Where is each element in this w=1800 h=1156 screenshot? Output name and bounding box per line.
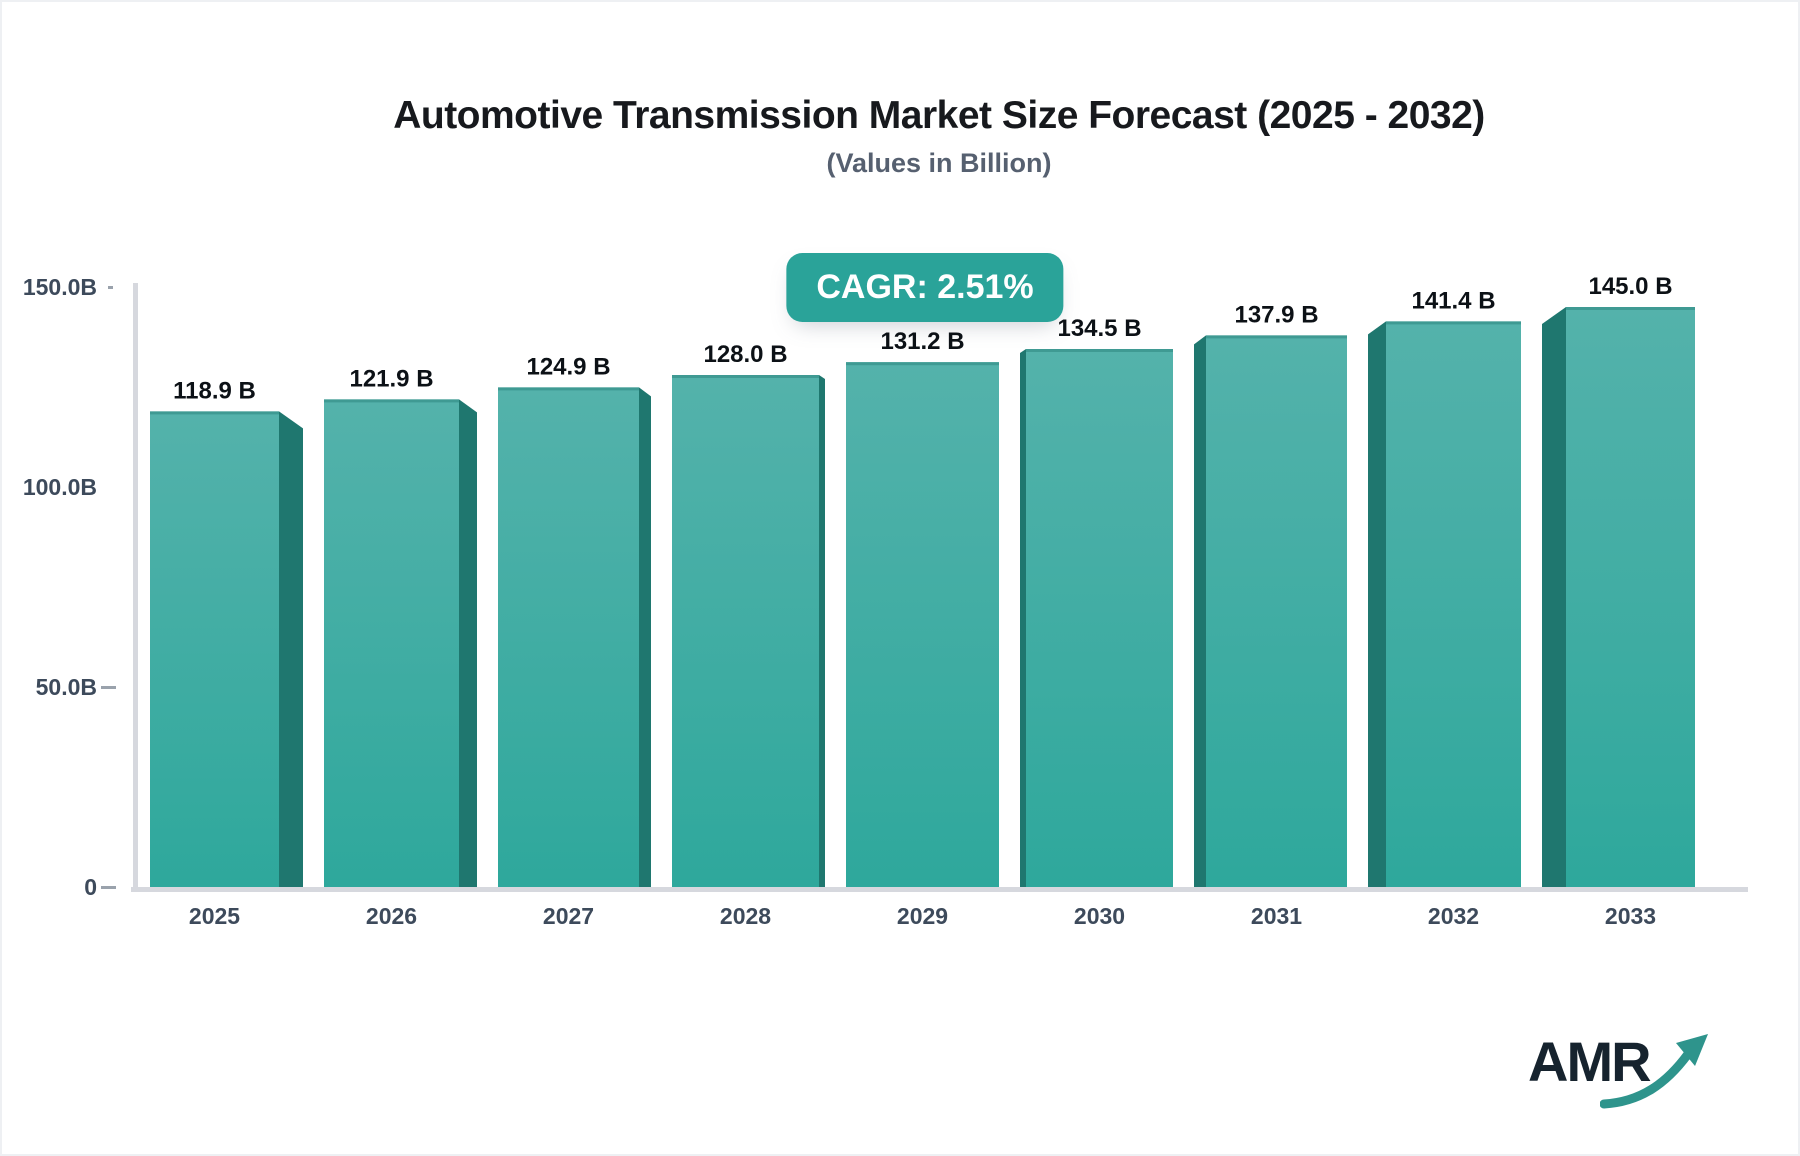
bar [672, 375, 819, 887]
y-tick-mark [108, 286, 113, 289]
bar-value-label: 145.0 B [1588, 273, 1672, 300]
bar-top-edge [1566, 307, 1695, 310]
bar-top-edge [846, 362, 999, 366]
bar [846, 362, 999, 887]
bar-value-label: 137.9 B [1234, 301, 1318, 328]
bar [1566, 307, 1695, 887]
bar-side-face [459, 399, 477, 887]
x-tick-label: 2028 [720, 903, 771, 929]
y-tick-label: 100.0B [23, 474, 97, 500]
bar-top-edge [1206, 335, 1347, 339]
bar [1026, 349, 1173, 887]
bar-value-label: 118.9 B [173, 377, 256, 404]
chart-title: Automotive Transmission Market Size Fore… [393, 94, 1485, 137]
plot-area: 118.9 B 2025 121.9 B 2026 124.9 B 2027 128.0 B… [23, 273, 1748, 929]
x-tick-label: 2025 [189, 903, 240, 929]
x-tick-label: 2032 [1428, 903, 1479, 929]
x-tick-label: 2029 [897, 903, 948, 929]
bar-top-edge [150, 411, 279, 415]
bar-top-edge [498, 387, 639, 391]
x-tick-label: 2030 [1074, 903, 1125, 929]
x-tick-label: 2027 [543, 903, 594, 929]
cagr-badge: CAGR: 2.51% [786, 253, 1064, 322]
bar-side-face [1368, 321, 1386, 887]
bar-side-face [639, 387, 651, 887]
bar [1386, 321, 1521, 887]
bar-value-label: 134.5 B [1057, 315, 1141, 342]
bar-value-label: 121.9 B [349, 365, 433, 392]
bar-top-edge [324, 399, 459, 403]
bar-top-edge [1026, 349, 1173, 352]
bar-side-face [279, 411, 303, 887]
bar-side-face [1194, 335, 1206, 887]
bar-side-face [1542, 307, 1566, 887]
y-tick-label: 0 [84, 874, 97, 900]
chart-subtitle: (Values in Billion) [826, 148, 1052, 178]
bar-side-face [1020, 349, 1026, 887]
logo-arrow-icon [1600, 1034, 1708, 1109]
bar-top-edge [1386, 321, 1521, 325]
x-tick-label: 2033 [1605, 903, 1656, 929]
bar-side-face [819, 375, 825, 887]
y-tick-label: 150.0B [23, 274, 97, 300]
bar [498, 387, 639, 887]
y-tick-mark [101, 886, 116, 889]
bar-value-label: 124.9 B [526, 353, 610, 380]
amr-logo-text: AMR [1528, 1030, 1652, 1093]
y-axis-line [133, 283, 138, 892]
x-axis-line [131, 887, 1748, 892]
y-tick-mark [101, 686, 116, 689]
bar-value-label: 131.2 B [880, 328, 964, 355]
bar [150, 411, 279, 887]
x-tick-label: 2026 [366, 903, 417, 929]
bar-value-label: 141.4 B [1411, 287, 1495, 314]
y-tick-label: 50.0B [36, 674, 97, 700]
x-tick-label: 2031 [1251, 903, 1302, 929]
bar-top-edge [672, 375, 819, 378]
amr-logo: AMR [1528, 1028, 1738, 1128]
bar [324, 399, 459, 887]
bar [1206, 335, 1347, 887]
bar-value-label: 128.0 B [703, 341, 787, 368]
